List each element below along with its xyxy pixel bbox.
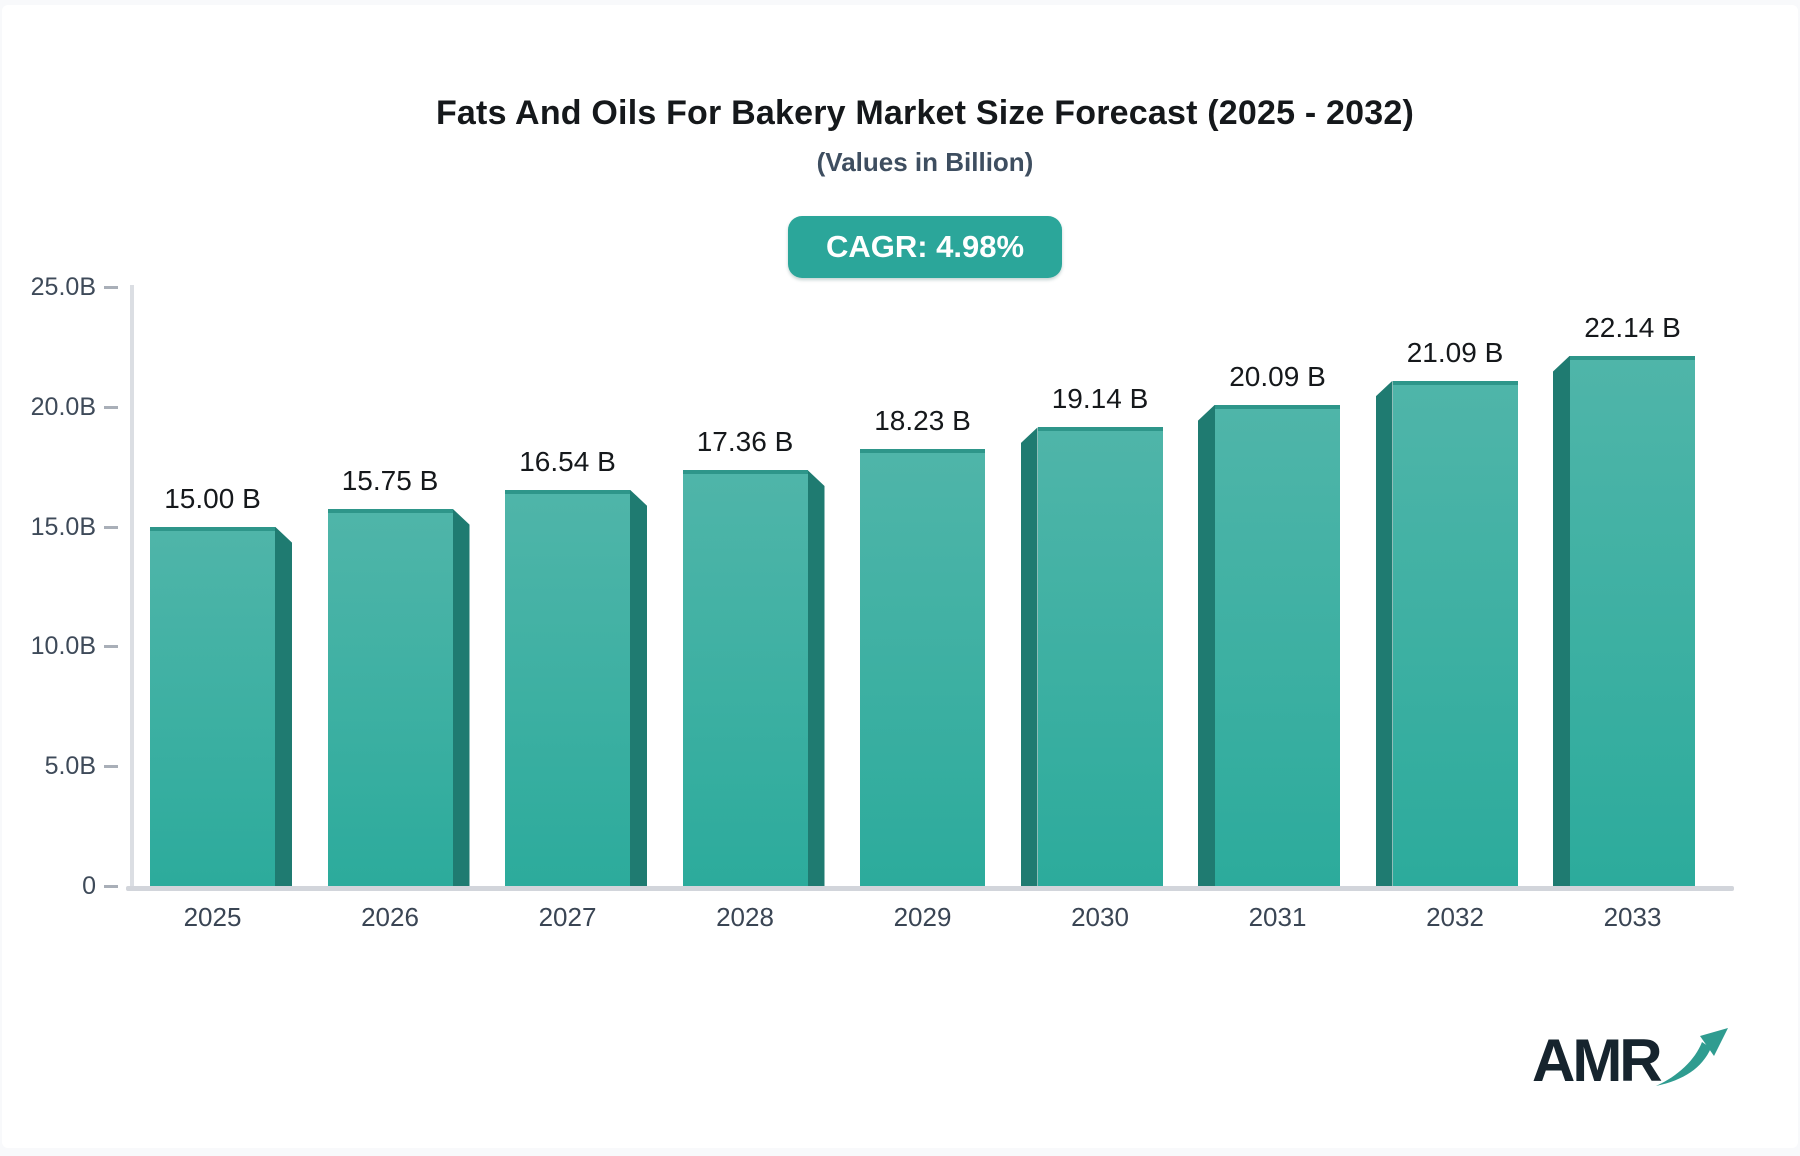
- x-tick-label: 2033: [1603, 902, 1662, 932]
- x-axis-line: [126, 886, 1734, 891]
- y-tick-mark: [104, 885, 118, 888]
- cagr-badge: CAGR: 4.98%: [787, 216, 1063, 278]
- bar-2033: [1570, 355, 1695, 886]
- bar-2032: [1392, 380, 1518, 886]
- chart-header: Fats And Oils For Bakery Market Size For…: [50, 92, 1800, 278]
- bar-value-label: 21.09 B: [1406, 336, 1504, 368]
- bar-value-label: 16.54 B: [519, 445, 616, 477]
- bar-value-label: 15.75 B: [341, 464, 439, 496]
- x-tick-label: 2027: [538, 902, 597, 932]
- bar-value-label: 20.09 B: [1229, 360, 1326, 392]
- bar-value-label: 17.36 B: [696, 426, 794, 458]
- chart-title: Fats And Oils For Bakery Market Size For…: [435, 94, 1415, 132]
- y-tick-label: 10.0B: [30, 632, 96, 661]
- x-tick-label: 2030: [1071, 902, 1129, 932]
- amr-logo: AMR: [1532, 1027, 1730, 1094]
- y-tick-mark: [104, 645, 118, 649]
- bar-2029: [860, 449, 985, 886]
- bar-side: [807, 470, 825, 886]
- bar-value-label: 15.00 B: [164, 482, 261, 514]
- amr-logo-text: AMR: [1532, 1027, 1663, 1094]
- x-tick-label: 2028: [716, 902, 774, 932]
- bar-value-label: 22.14 B: [1584, 311, 1681, 343]
- bar-2028: [682, 470, 808, 886]
- y-tick-label: 20.0B: [30, 392, 96, 421]
- bar-2025: [150, 526, 275, 886]
- bar-side: [1375, 380, 1393, 886]
- bar-side: [630, 489, 647, 886]
- y-tick-label: 0: [82, 872, 96, 900]
- chart-subtitle: (Values in Billion): [816, 147, 1034, 177]
- y-tick-mark: [104, 286, 118, 289]
- bar-2026: [327, 508, 453, 886]
- y-tick-mark: [104, 525, 118, 529]
- bar-2031: [1215, 404, 1340, 886]
- y-axis-line: [130, 285, 134, 886]
- y-tick-label: 25.0B: [30, 273, 96, 301]
- bar-side: [452, 508, 470, 886]
- y-tick-mark: [104, 765, 118, 769]
- x-tick-label: 2031: [1248, 902, 1307, 932]
- growth-arrow-icon: [1655, 1028, 1728, 1086]
- bar-side: [1553, 355, 1570, 886]
- bar-value-label: 18.23 B: [874, 405, 971, 437]
- x-tick-label: 2029: [893, 902, 952, 932]
- bar-2027: [505, 489, 630, 886]
- bar-side: [1020, 427, 1038, 886]
- x-tick-label: 2026: [361, 902, 419, 932]
- bar-value-label: 19.14 B: [1051, 383, 1149, 415]
- y-tick-label: 15.0B: [30, 512, 96, 541]
- bar-side: [275, 526, 292, 886]
- x-tick-label: 2032: [1426, 902, 1484, 932]
- bar-side: [1198, 404, 1215, 886]
- bar-2030: [1037, 427, 1163, 886]
- y-tick-label: 5.0B: [44, 752, 96, 781]
- y-tick-mark: [104, 405, 118, 409]
- x-tick-label: 2025: [183, 902, 242, 932]
